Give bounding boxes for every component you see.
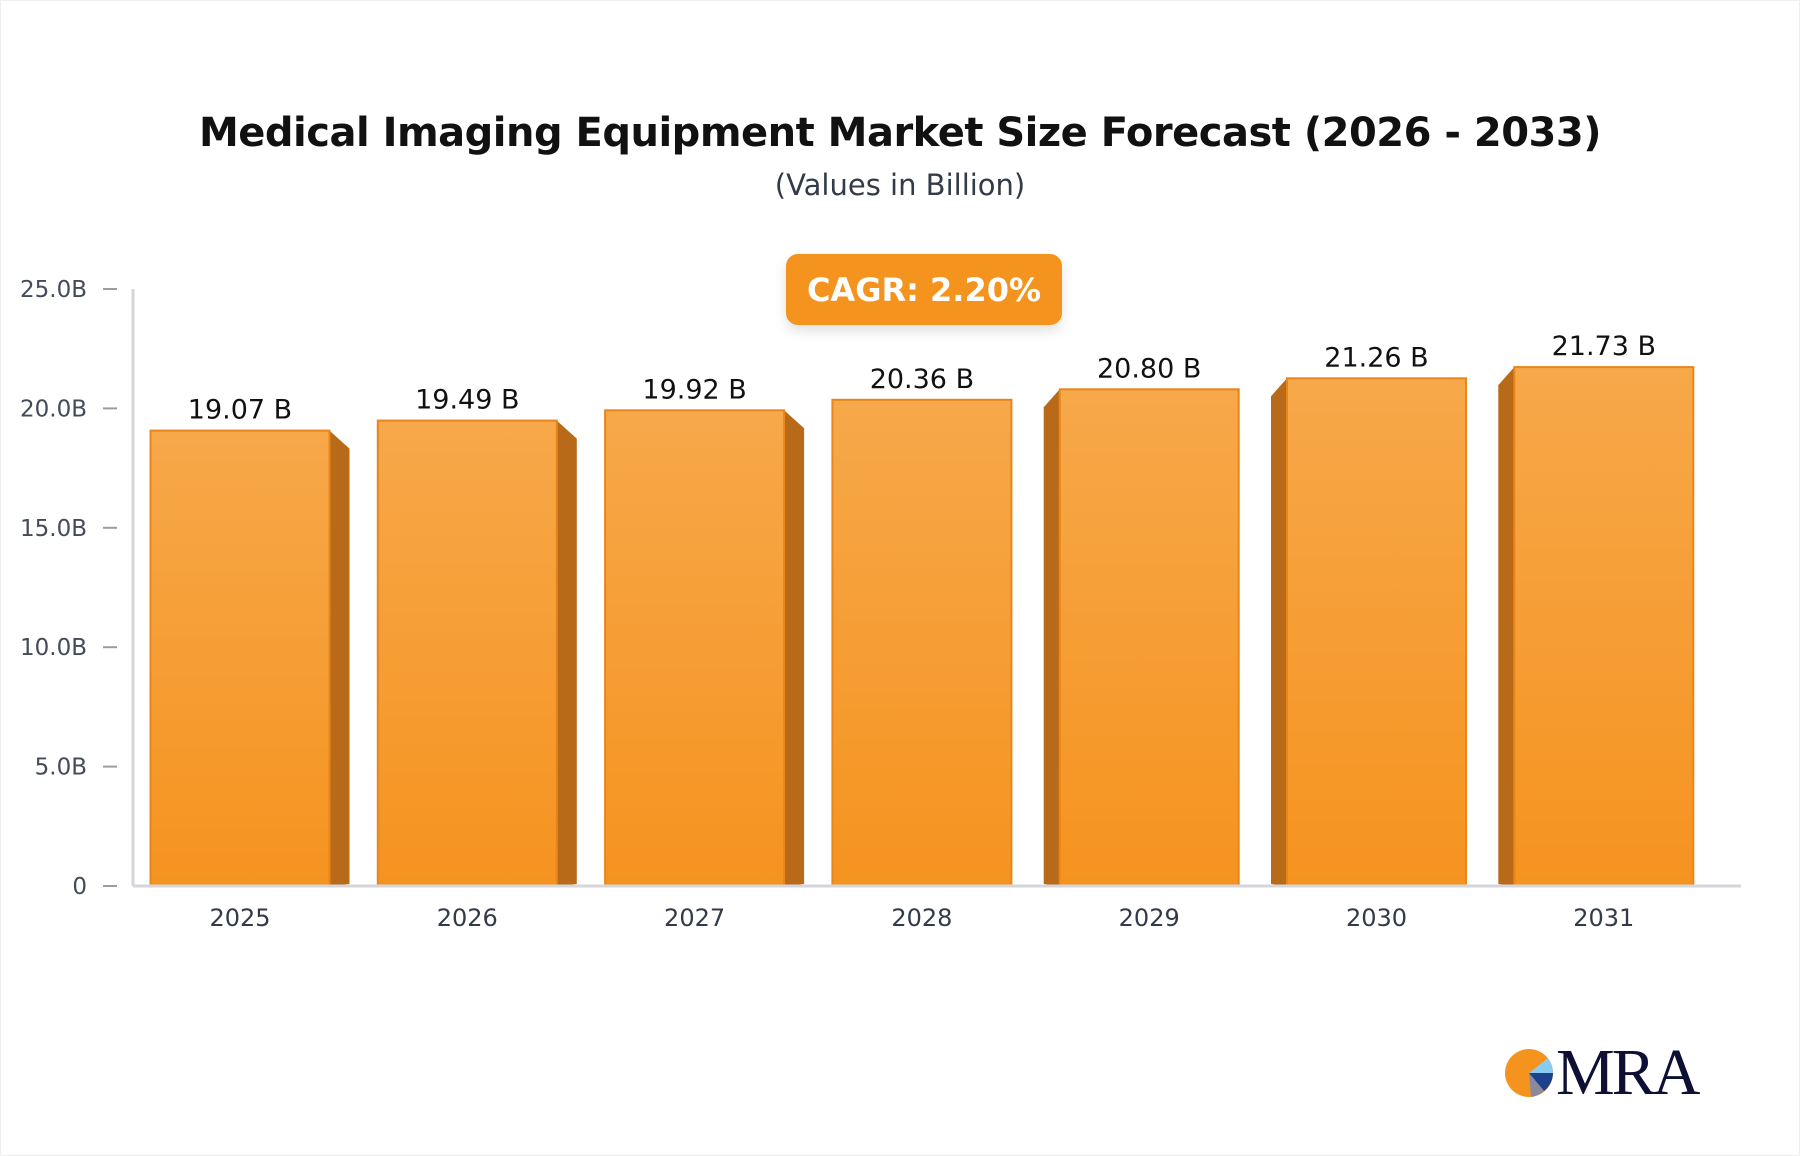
- bar-group: 19.49 B: [376, 385, 577, 887]
- x-tick-label: 2027: [664, 904, 725, 932]
- data-label: 19.92 B: [642, 374, 746, 405]
- bar-group: 20.36 B: [831, 364, 1013, 887]
- y-axis: 0 5.0B 10.0B 15.0B 20.0B 25.0B: [20, 277, 135, 900]
- data-label: 21.26 B: [1324, 342, 1428, 373]
- x-tick-label: 2029: [1119, 904, 1180, 932]
- y-tick-label: 20.0B: [20, 396, 87, 422]
- bar-side: [1271, 378, 1287, 886]
- chart-subtitle: (Values in Billion): [774, 168, 1026, 202]
- bar-group: 21.73 B: [1498, 331, 1695, 887]
- bar-side: [1498, 367, 1515, 886]
- bar-side: [1043, 389, 1060, 886]
- x-tick-label: 2031: [1573, 904, 1634, 932]
- bar: [604, 409, 786, 887]
- cagr-badge: CAGR: 2.20%: [786, 254, 1062, 325]
- bar: [1513, 366, 1695, 887]
- bars: 19.07 B 19.49 B 19.92 B 20.36 B 20.80 B 21.26…: [149, 331, 1695, 887]
- y-tick-label: 5.0B: [35, 755, 87, 781]
- y-tick-label: 25.0B: [20, 277, 87, 303]
- bar-group: 19.92 B: [604, 374, 805, 887]
- data-label: 21.73 B: [1552, 331, 1656, 362]
- x-tick-label: 2025: [209, 904, 270, 932]
- bar-group: 21.26 B: [1271, 342, 1467, 887]
- mra-logo: MRA: [1504, 1036, 1700, 1109]
- pie-logo-icon: [1505, 1049, 1554, 1097]
- x-tick-label: 2026: [437, 904, 498, 932]
- x-tick-label: 2030: [1346, 904, 1407, 932]
- data-label: 19.49 B: [415, 385, 519, 416]
- bar: [149, 429, 331, 887]
- data-label: 19.07 B: [188, 395, 292, 426]
- y-tick-label: 15.0B: [20, 516, 87, 542]
- bar-side: [784, 410, 805, 886]
- bar: [831, 398, 1013, 887]
- y-tick-label: 10.0B: [20, 635, 87, 661]
- chart-title: Medical Imaging Equipment Market Size Fo…: [198, 110, 1602, 156]
- data-label: 20.36 B: [870, 364, 974, 395]
- x-axis: 2025 2026 2027 2028 2029 2030 2031: [133, 884, 1741, 932]
- bar: [1058, 388, 1240, 887]
- bar-side: [329, 430, 350, 886]
- bar-group: 19.07 B: [149, 395, 350, 887]
- bar: [1286, 377, 1467, 887]
- bar-group: 20.80 B: [1043, 353, 1240, 887]
- x-tick-label: 2028: [891, 904, 952, 932]
- y-tick-label: 0: [72, 874, 87, 900]
- bar-side: [556, 420, 577, 886]
- data-label: 20.80 B: [1097, 353, 1201, 384]
- logo-text: MRA: [1556, 1036, 1700, 1109]
- bar: [376, 419, 558, 887]
